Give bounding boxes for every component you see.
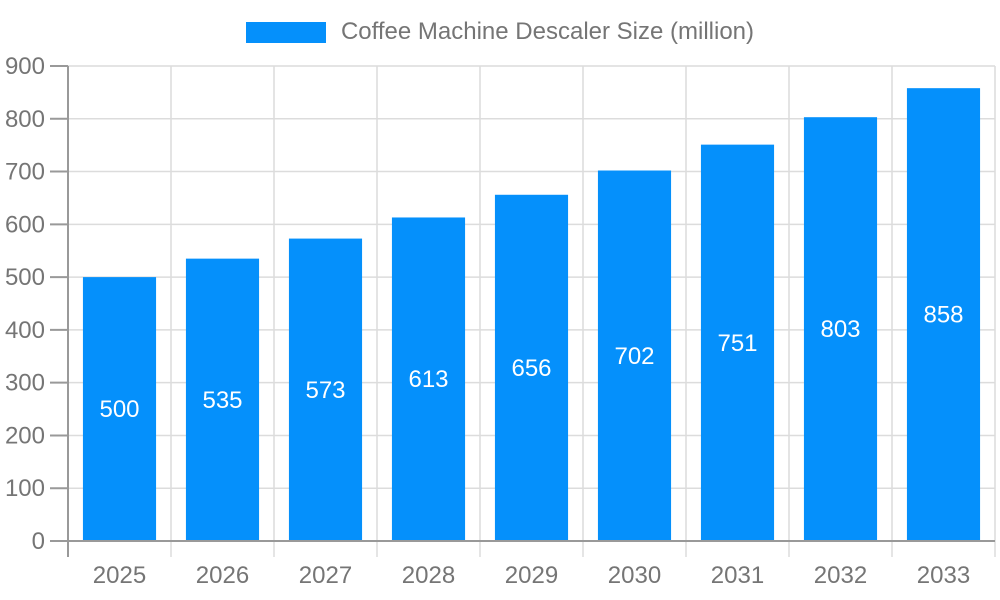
x-tick-label: 2027 bbox=[299, 562, 352, 589]
bar bbox=[82, 277, 157, 541]
bar-value-label: 613 bbox=[408, 366, 448, 393]
chart-legend: Coffee Machine Descaler Size (million) bbox=[0, 18, 1000, 46]
bar bbox=[494, 194, 569, 541]
x-tick-label: 2025 bbox=[93, 562, 146, 589]
bar bbox=[185, 258, 260, 541]
bar-value-label: 656 bbox=[511, 355, 551, 382]
x-tick-label: 2032 bbox=[814, 562, 867, 589]
x-tick-label: 2030 bbox=[608, 562, 661, 589]
y-tick-label: 400 bbox=[5, 317, 45, 344]
bar bbox=[803, 117, 878, 541]
x-tick-label: 2033 bbox=[917, 562, 970, 589]
bar-value-label: 535 bbox=[202, 387, 242, 414]
y-tick-label: 100 bbox=[5, 475, 45, 502]
y-tick-label: 700 bbox=[5, 159, 45, 186]
y-tick-label: 800 bbox=[5, 106, 45, 133]
bar-value-label: 858 bbox=[923, 302, 963, 329]
x-tick-label: 2029 bbox=[505, 562, 558, 589]
y-tick-label: 900 bbox=[5, 53, 45, 80]
x-tick-label: 2028 bbox=[402, 562, 455, 589]
bar-value-label: 702 bbox=[614, 343, 654, 370]
bar bbox=[288, 238, 363, 542]
y-tick-label: 300 bbox=[5, 370, 45, 397]
y-tick-label: 600 bbox=[5, 211, 45, 238]
x-tick-label: 2026 bbox=[196, 562, 249, 589]
bar-value-label: 573 bbox=[305, 377, 345, 404]
y-tick-label: 200 bbox=[5, 422, 45, 449]
legend-swatch bbox=[245, 21, 326, 43]
y-tick-label: 0 bbox=[32, 528, 45, 555]
legend-label: Coffee Machine Descaler Size (million) bbox=[340, 18, 755, 45]
bar bbox=[597, 170, 672, 541]
bar bbox=[700, 144, 775, 541]
bar-value-label: 751 bbox=[717, 330, 757, 357]
x-tick-label: 2031 bbox=[711, 562, 764, 589]
bar-value-label: 500 bbox=[99, 396, 139, 423]
bar bbox=[391, 217, 466, 541]
y-tick-label: 500 bbox=[5, 264, 45, 291]
bar-value-label: 803 bbox=[820, 316, 860, 343]
bar bbox=[906, 88, 981, 542]
